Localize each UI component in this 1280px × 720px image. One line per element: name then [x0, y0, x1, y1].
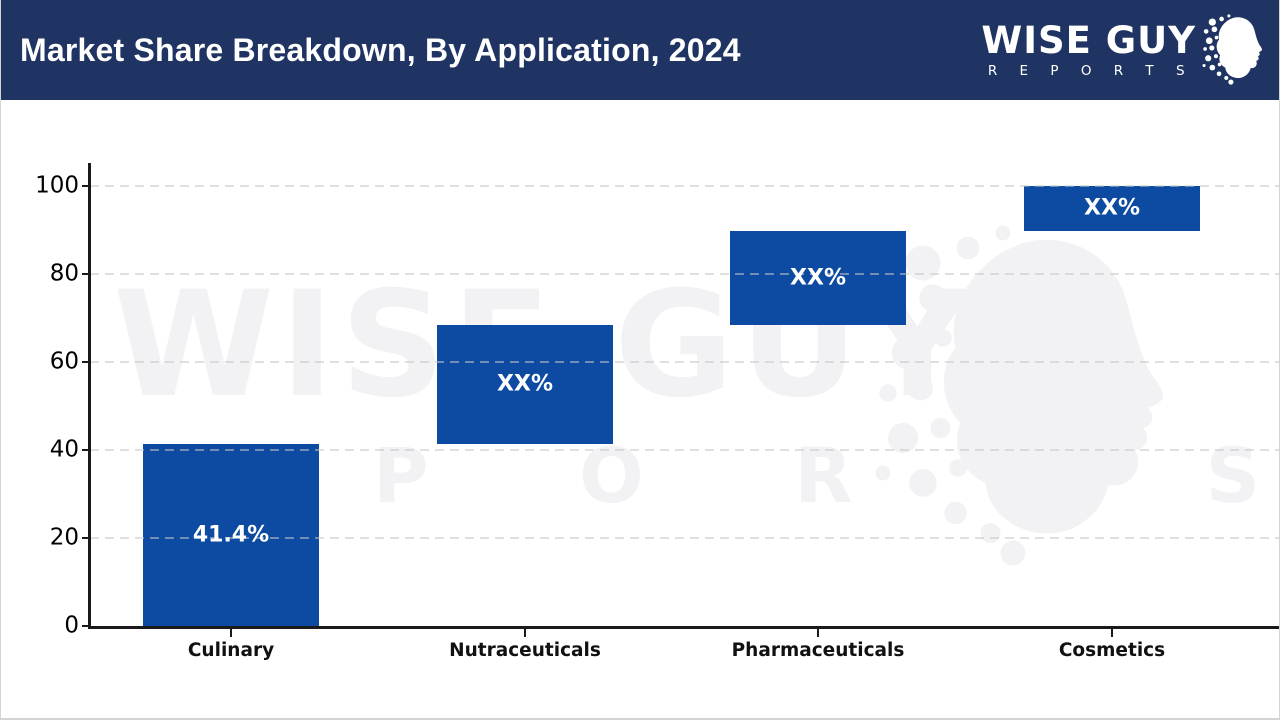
brand-wordmark: WISE GUY R E P O R T S: [981, 22, 1196, 79]
bar-value-label: XX%: [1084, 195, 1140, 221]
y-tick-mark: [82, 361, 89, 363]
bar-value-label: XX%: [497, 371, 553, 397]
x-tick-mark: [817, 629, 819, 637]
page-title: Market Share Breakdown, By Application, …: [20, 31, 741, 68]
x-axis-label-culinary: Culinary: [187, 640, 275, 661]
x-axis-line: [88, 626, 1279, 629]
x-axis-label-nutraceuticals: Nutraceuticals: [449, 640, 601, 661]
gridline-20: [90, 537, 1279, 539]
y-tick-label: 100: [35, 172, 79, 199]
bar-nutraceuticals: [437, 325, 613, 444]
gridline-80: [90, 273, 1279, 275]
x-axis-label-cosmetics: Cosmetics: [1058, 640, 1166, 661]
gridline-60: [90, 361, 1279, 363]
bar-value-label: XX%: [790, 265, 846, 291]
y-tick-label: 20: [49, 524, 79, 551]
brand-name: WISE GUY: [981, 18, 1196, 62]
brand-subtitle: R E P O R T S: [987, 62, 1194, 79]
gridline-100: [90, 185, 1279, 187]
bar-value-label: 41.4%: [192, 522, 270, 548]
y-tick-label: 80: [49, 260, 79, 287]
header-bar: Market Share Breakdown, By Application, …: [1, 0, 1279, 100]
y-tick-mark: [82, 537, 89, 539]
y-tick-mark: [82, 273, 89, 275]
x-tick-mark: [230, 629, 232, 637]
y-tick-mark: [82, 625, 89, 627]
x-axis-label-pharmaceuticals: Pharmaceuticals: [731, 640, 905, 661]
x-tick-mark: [1111, 629, 1113, 637]
y-axis-line: [88, 163, 91, 628]
brand-logo: WISE GUY R E P O R T S: [981, 10, 1264, 90]
bar-culinary: [143, 443, 319, 626]
x-tick-mark: [524, 629, 526, 637]
y-tick-label: 60: [49, 348, 79, 375]
gridline-40: [90, 449, 1279, 451]
bar-cosmetics: [1024, 186, 1200, 231]
y-tick-label: 40: [49, 436, 79, 463]
y-tick-label: 0: [64, 612, 79, 639]
face-profile-dots-icon: [1202, 10, 1264, 90]
y-tick-mark: [82, 185, 89, 187]
y-tick-mark: [82, 449, 89, 451]
